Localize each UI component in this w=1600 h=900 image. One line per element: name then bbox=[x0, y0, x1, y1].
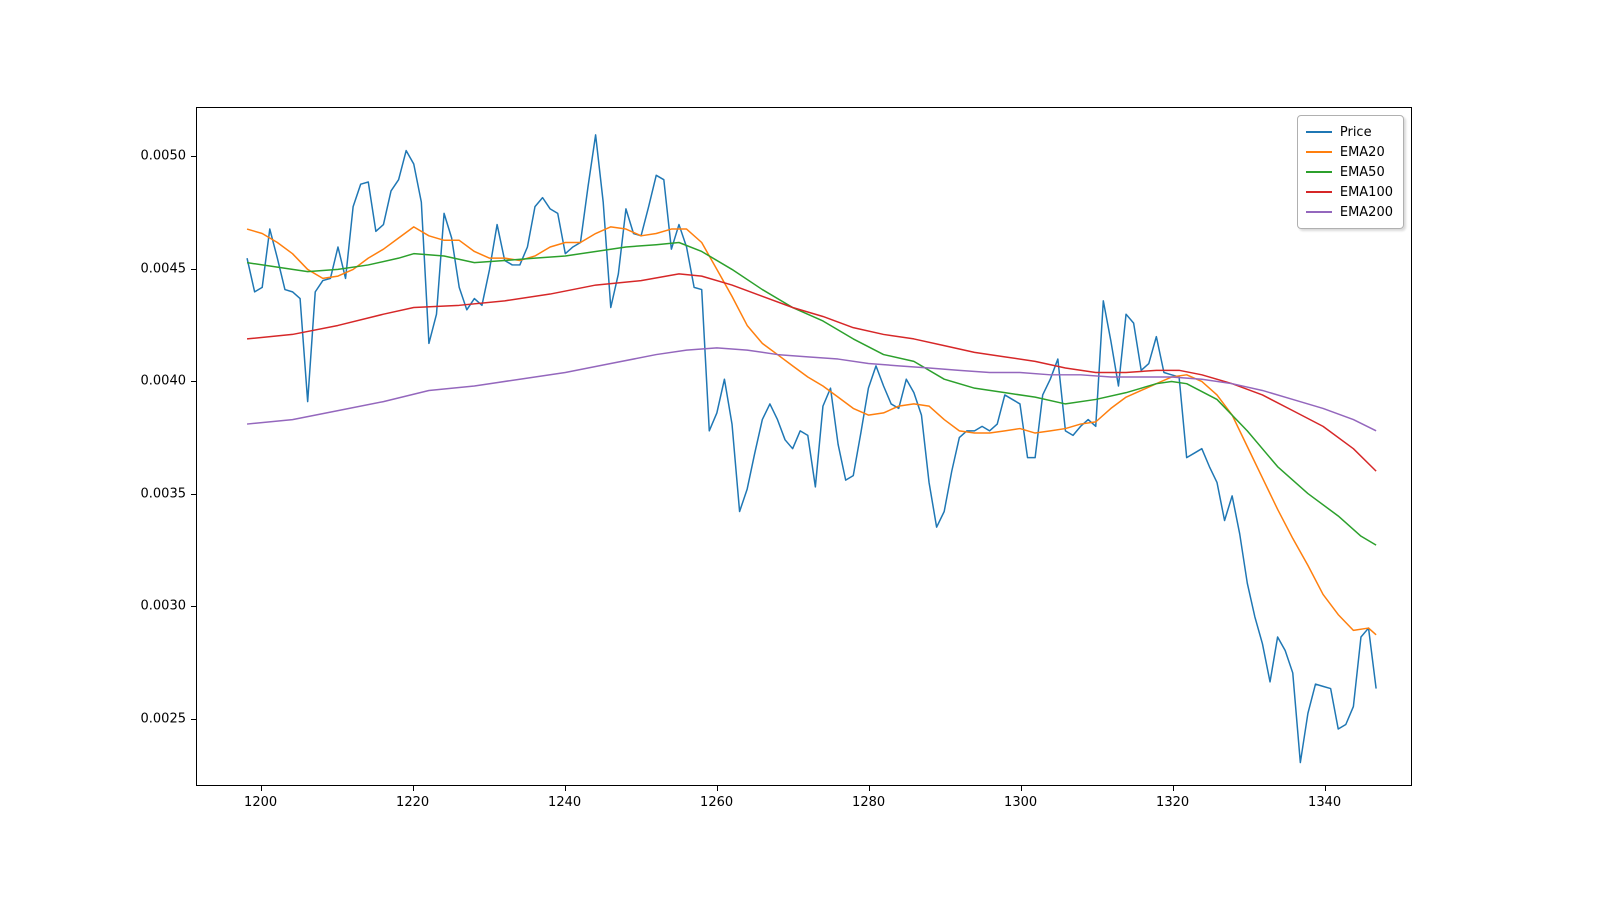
x-axis-tick-label: 1320 bbox=[1156, 795, 1190, 810]
legend-item-ema50: EMA50 bbox=[1305, 162, 1393, 182]
legend: Price EMA20 EMA50 EMA100 EMA200 bbox=[1296, 115, 1404, 229]
price-line bbox=[246, 134, 1377, 764]
y-axis-tick-label: 0.0025 bbox=[140, 711, 187, 727]
x-axis-tick-mark bbox=[260, 786, 262, 791]
ema100-line bbox=[246, 273, 1377, 472]
legend-label: EMA200 bbox=[1339, 204, 1393, 220]
x-axis-tick-label: 1300 bbox=[1004, 795, 1038, 810]
y-axis-tick-mark bbox=[191, 156, 196, 158]
legend-item-ema20: EMA20 bbox=[1305, 142, 1393, 162]
plot-area: Price EMA20 EMA50 EMA100 EMA200 bbox=[196, 107, 1412, 786]
x-axis-tick-label: 1200 bbox=[244, 795, 278, 810]
legend-label: EMA100 bbox=[1339, 184, 1393, 200]
x-axis-tick-label: 1340 bbox=[1308, 795, 1342, 810]
x-axis-tick-mark bbox=[868, 786, 870, 791]
x-axis-tick-label: 1240 bbox=[548, 795, 582, 810]
legend-line-sample-ema200 bbox=[1305, 211, 1332, 213]
legend-line-sample-price bbox=[1305, 131, 1332, 133]
y-axis-tick-label: 0.0045 bbox=[140, 261, 187, 277]
legend-label: EMA20 bbox=[1339, 144, 1385, 160]
y-axis-tick-label: 0.0050 bbox=[140, 148, 187, 164]
x-axis-tick-mark bbox=[716, 786, 718, 791]
y-axis-tick-mark bbox=[191, 718, 196, 720]
y-axis-tick-label: 0.0040 bbox=[140, 373, 187, 389]
legend-line-sample-ema100 bbox=[1305, 191, 1332, 193]
y-axis-tick-label: 0.0035 bbox=[140, 486, 187, 502]
legend-line-sample-ema20 bbox=[1305, 151, 1332, 153]
x-axis-tick-mark bbox=[564, 786, 566, 791]
x-axis-tick-label: 1220 bbox=[396, 795, 430, 810]
ema20-line bbox=[246, 226, 1377, 636]
x-axis-tick-label: 1280 bbox=[852, 795, 886, 810]
legend-item-ema100: EMA100 bbox=[1305, 182, 1393, 202]
ema200-line bbox=[246, 347, 1377, 432]
x-axis-tick-mark bbox=[412, 786, 414, 791]
legend-label: EMA50 bbox=[1339, 164, 1385, 180]
ema50-line bbox=[246, 241, 1377, 546]
y-axis-tick-mark bbox=[191, 493, 196, 495]
y-axis-tick-mark bbox=[191, 268, 196, 270]
x-axis-tick-mark bbox=[1020, 786, 1022, 791]
legend-label: Price bbox=[1339, 124, 1372, 140]
y-axis-tick-label: 0.0030 bbox=[140, 598, 187, 614]
plot-svg bbox=[246, 134, 1377, 764]
x-axis-tick-label: 1260 bbox=[700, 795, 734, 810]
legend-item-ema200: EMA200 bbox=[1305, 202, 1393, 222]
legend-item-price: Price bbox=[1305, 122, 1393, 142]
y-axis-tick-mark bbox=[191, 606, 196, 608]
x-axis-tick-mark bbox=[1172, 786, 1174, 791]
legend-line-sample-ema50 bbox=[1305, 171, 1332, 173]
y-axis-tick-mark bbox=[191, 381, 196, 383]
x-axis-tick-mark bbox=[1324, 786, 1326, 791]
